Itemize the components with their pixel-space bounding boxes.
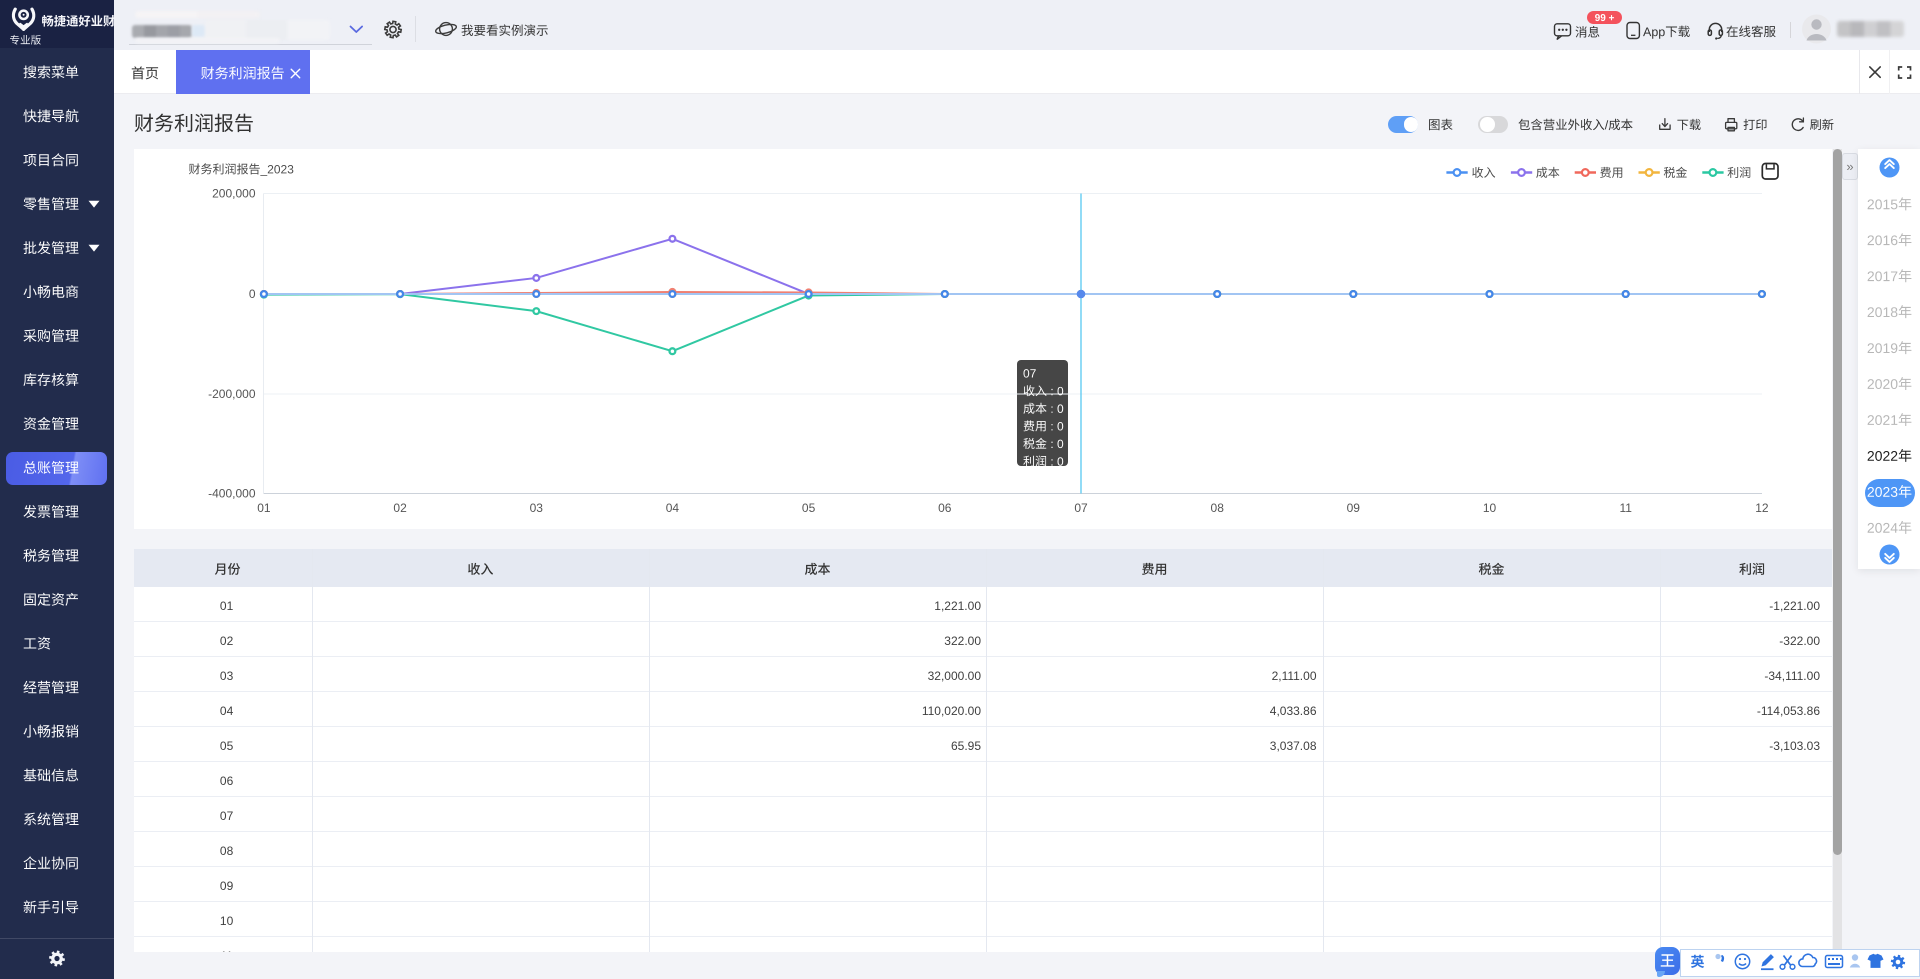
svg-text:04: 04 [666, 501, 680, 515]
svg-text:11: 11 [1619, 501, 1632, 515]
svg-text:200,000: 200,000 [212, 187, 256, 201]
svg-text:02: 02 [393, 501, 407, 515]
svg-text:05: 05 [802, 501, 816, 515]
svg-text:12: 12 [1755, 501, 1769, 515]
svg-text:07: 07 [1074, 501, 1088, 515]
svg-text:-400,000: -400,000 [208, 487, 256, 501]
svg-text:-200,000: -200,000 [208, 387, 256, 401]
svg-text:06: 06 [938, 501, 952, 515]
svg-text:09: 09 [1347, 501, 1361, 515]
svg-text:10: 10 [1483, 501, 1497, 515]
svg-text:01: 01 [257, 501, 271, 515]
svg-text:03: 03 [530, 501, 544, 515]
svg-text:0: 0 [249, 287, 256, 301]
svg-text:08: 08 [1211, 501, 1225, 515]
